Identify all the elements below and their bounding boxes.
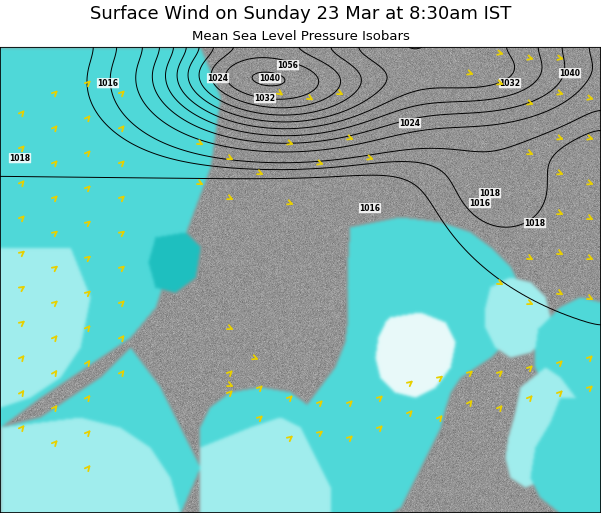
Text: 1018: 1018 [525, 219, 546, 228]
Text: 1024: 1024 [400, 119, 421, 128]
Text: 1040: 1040 [260, 74, 281, 83]
Text: 1024: 1024 [207, 74, 228, 83]
Text: 1016: 1016 [469, 199, 490, 208]
Text: 1018: 1018 [10, 154, 31, 163]
Text: 1016: 1016 [97, 78, 118, 88]
Text: 1056: 1056 [278, 61, 299, 70]
Text: 1016: 1016 [359, 204, 380, 212]
Text: Mean Sea Level Pressure Isobars: Mean Sea Level Pressure Isobars [192, 30, 409, 43]
Text: 1040: 1040 [560, 69, 581, 77]
Text: 1032: 1032 [254, 94, 275, 103]
Text: 1032: 1032 [499, 78, 520, 88]
Text: 1018: 1018 [480, 189, 501, 198]
Text: Surface Wind on Sunday 23 Mar at 8:30am IST: Surface Wind on Sunday 23 Mar at 8:30am … [90, 5, 511, 23]
